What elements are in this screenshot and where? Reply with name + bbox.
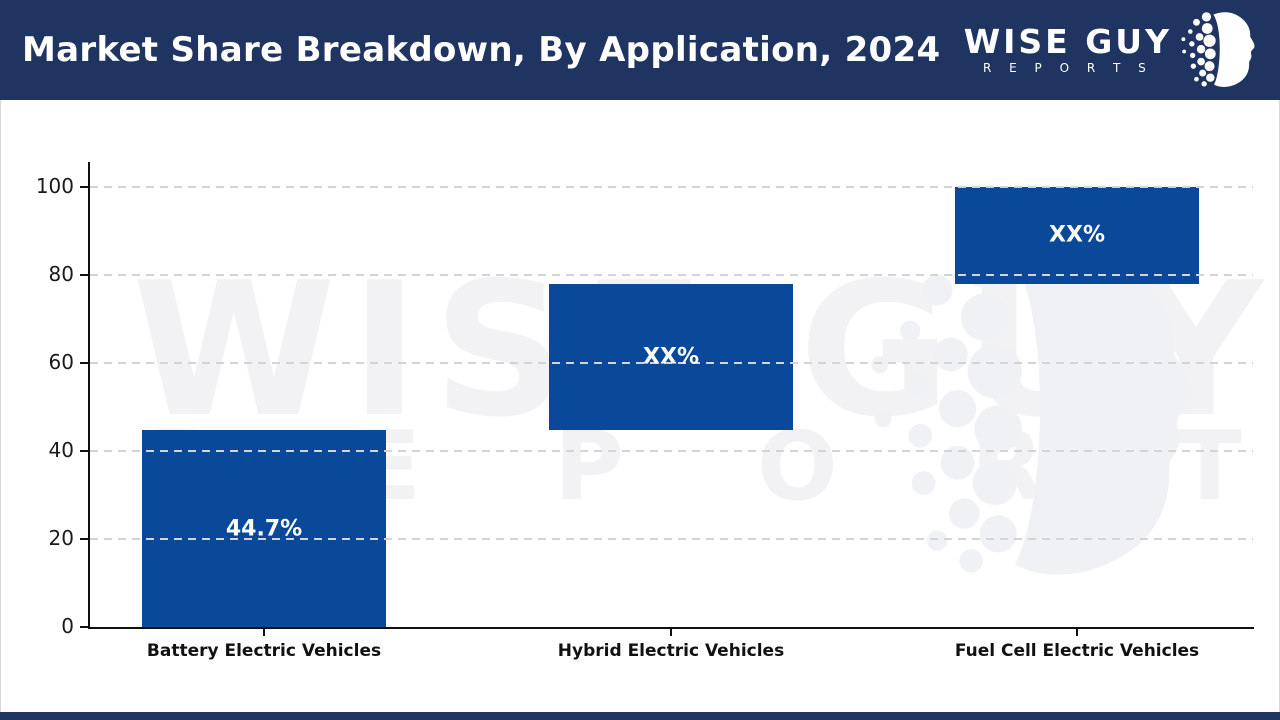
x-tick-mark bbox=[1076, 629, 1078, 636]
x-axis-line bbox=[88, 627, 1254, 629]
y-tick-label: 40 bbox=[48, 438, 74, 462]
bar-value-label: 44.7% bbox=[225, 516, 303, 542]
gridline bbox=[90, 362, 1253, 364]
footer-bar bbox=[0, 712, 1280, 720]
waterfall-bar-segment bbox=[549, 283, 793, 431]
category-label: Hybrid Electric Vehicles bbox=[557, 641, 785, 661]
header-bar: Market Share Breakdown, By Application, … bbox=[0, 0, 1280, 100]
x-tick-mark bbox=[670, 629, 672, 636]
page-title: Market Share Breakdown, By Application, … bbox=[22, 30, 941, 70]
gridline bbox=[90, 274, 1253, 276]
y-axis-line bbox=[88, 162, 90, 629]
category-label: Battery Electric Vehicles bbox=[146, 641, 382, 661]
y-tick-mark bbox=[80, 274, 88, 276]
gridline bbox=[90, 186, 1253, 188]
y-tick-mark bbox=[80, 186, 88, 188]
wiseguy-face-icon bbox=[1158, 11, 1258, 89]
wiseguy-logo: WISE GUY R E P O R T S bbox=[964, 11, 1258, 89]
category-label: Fuel Cell Electric Vehicles bbox=[954, 641, 1200, 661]
bar-value-label: XX% bbox=[643, 344, 699, 370]
y-tick-mark bbox=[80, 450, 88, 452]
y-tick-mark bbox=[80, 538, 88, 540]
logo-text-block: WISE GUY R E P O R T S bbox=[963, 21, 1172, 76]
y-tick-label: 0 bbox=[61, 614, 74, 638]
x-tick-mark bbox=[263, 629, 265, 636]
y-tick-mark bbox=[80, 362, 88, 364]
waterfall-bar-segment bbox=[142, 430, 386, 627]
bar-value-label: XX% bbox=[1049, 222, 1105, 248]
y-tick-label: 80 bbox=[48, 262, 74, 286]
waterfall-bar-segment bbox=[955, 187, 1199, 284]
y-tick-label: 20 bbox=[48, 526, 74, 550]
y-tick-label: 100 bbox=[35, 174, 74, 198]
logo-subtext: R E P O R T S bbox=[982, 61, 1153, 76]
gridline bbox=[90, 538, 1253, 540]
logo-wordmark: WISE GUY bbox=[963, 21, 1172, 61]
y-tick-mark bbox=[80, 626, 88, 628]
gridline bbox=[90, 450, 1253, 452]
y-tick-label: 60 bbox=[48, 350, 74, 374]
